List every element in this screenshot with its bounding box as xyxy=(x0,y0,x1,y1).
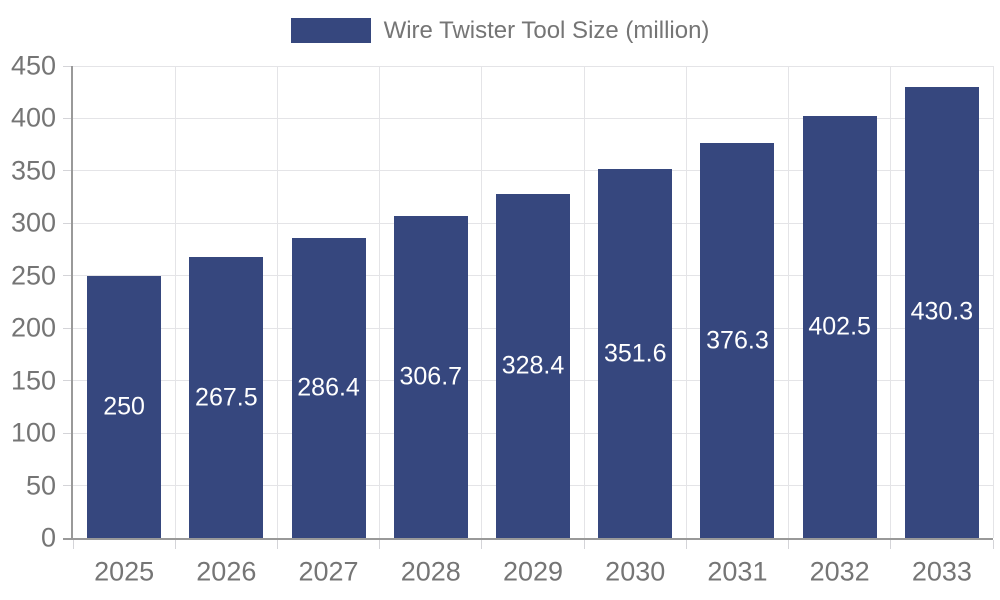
y-tick-450 xyxy=(63,65,71,67)
gridline-x-4 xyxy=(481,66,483,538)
bar-value-label-2026: 267.5 xyxy=(195,383,258,412)
gridline-x-1 xyxy=(174,66,176,538)
gridline-y-450 xyxy=(73,65,993,67)
y-tick-label-350: 350 xyxy=(10,155,56,186)
x-tick-label-2032: 2032 xyxy=(809,556,870,587)
y-tick-200 xyxy=(63,327,71,329)
legend-label: Wire Twister Tool Size (million) xyxy=(383,17,710,44)
y-tick-350 xyxy=(63,170,71,172)
bar-value-label-2031: 376.3 xyxy=(706,326,769,355)
x-tick-label-2025: 2025 xyxy=(94,556,155,587)
x-tick-1 xyxy=(174,540,176,549)
bar-value-label-2030: 351.6 xyxy=(603,339,667,368)
y-axis-line xyxy=(71,66,73,540)
bar-value-label-2028: 306.7 xyxy=(399,362,463,391)
gridline-x-7 xyxy=(788,66,790,538)
bar-2028 xyxy=(393,216,468,538)
bar-2029 xyxy=(496,193,570,538)
bar-2032 xyxy=(802,115,877,538)
legend: Wire Twister Tool Size (million) xyxy=(0,18,1000,43)
bar-value-label-2033: 430.3 xyxy=(910,297,974,326)
x-tick-label-2027: 2027 xyxy=(298,556,359,587)
x-tick-label-2026: 2026 xyxy=(196,556,257,587)
y-tick-label-400: 400 xyxy=(10,102,56,133)
bar-2033 xyxy=(904,86,979,538)
y-tick-50 xyxy=(63,485,71,487)
y-tick-400 xyxy=(63,117,71,119)
y-tick-150 xyxy=(63,380,71,382)
y-tick-label-200: 200 xyxy=(10,312,56,343)
x-tick-label-2028: 2028 xyxy=(400,556,461,587)
plot-area: 250 267.5 286.4 306.7 328.4 351.6 376.3 402.5 43… xyxy=(63,65,994,549)
gridline-x-9 xyxy=(992,66,994,538)
x-axis-line xyxy=(63,538,993,540)
bar-2030 xyxy=(598,169,673,538)
x-tick-9 xyxy=(992,540,994,549)
x-tick-label-2030: 2030 xyxy=(605,556,666,587)
x-tick-2 xyxy=(276,540,278,549)
bar-2026 xyxy=(189,257,264,538)
gridline-x-2 xyxy=(276,66,278,538)
x-tick-7 xyxy=(788,540,790,549)
bar-2025 xyxy=(87,275,162,538)
y-tick-label-100: 100 xyxy=(10,417,56,448)
gridline-y-400 xyxy=(73,117,993,119)
bar-value-label-2025: 250 xyxy=(103,392,145,421)
y-tick-label-450: 450 xyxy=(10,50,56,81)
y-tick-300 xyxy=(63,222,71,224)
x-tick-0 xyxy=(72,540,74,549)
gridline-x-6 xyxy=(685,66,687,538)
bar-value-label-2032: 402.5 xyxy=(808,312,871,341)
bar-value-label-2027: 286.4 xyxy=(297,373,360,402)
y-tick-label-0: 0 xyxy=(40,522,56,553)
x-tick-6 xyxy=(685,540,687,549)
y-tick-label-300: 300 xyxy=(10,207,56,238)
x-tick-label-2031: 2031 xyxy=(707,556,768,587)
x-tick-label-2029: 2029 xyxy=(502,556,564,587)
gridline-x-5 xyxy=(583,66,585,538)
y-tick-label-250: 250 xyxy=(10,260,56,291)
x-tick-3 xyxy=(379,540,381,549)
gridline-x-3 xyxy=(379,66,381,538)
bar-2031 xyxy=(700,143,775,538)
y-tick-label-50: 50 xyxy=(25,470,56,501)
legend-swatch xyxy=(290,18,371,43)
bar-2027 xyxy=(291,237,366,538)
gridline-x-8 xyxy=(890,66,892,538)
y-tick-250 xyxy=(63,275,71,277)
y-tick-100 xyxy=(63,432,71,434)
gridline-y-350 xyxy=(73,170,993,172)
x-tick-8 xyxy=(890,540,892,549)
bar-value-label-2029: 328.4 xyxy=(501,351,565,380)
x-tick-5 xyxy=(583,540,585,549)
x-tick-label-2033: 2033 xyxy=(911,556,972,587)
x-tick-4 xyxy=(481,540,483,549)
y-tick-label-150: 150 xyxy=(10,365,56,396)
